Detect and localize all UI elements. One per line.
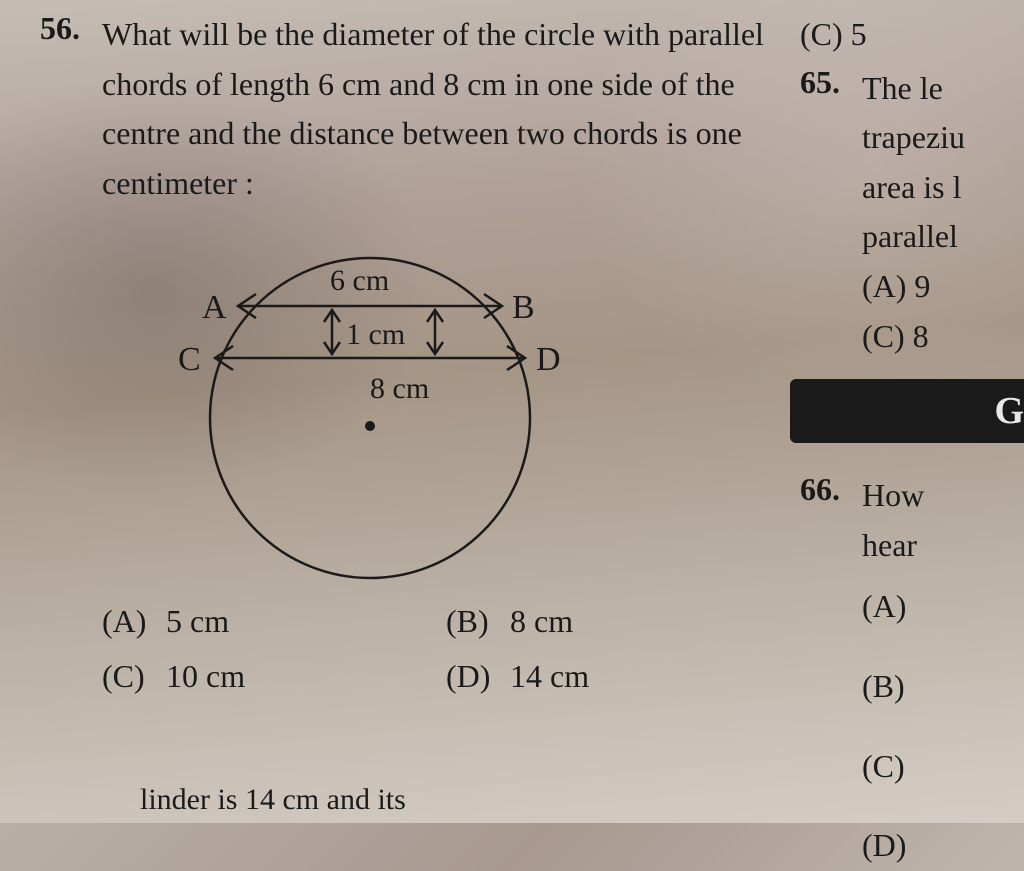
text-line: The le — [862, 64, 943, 114]
option-a-partial: (A) 9 — [862, 262, 1024, 312]
question-text: What will be the diameter of the circle … — [102, 10, 770, 208]
main-question-column: 56. What will be the diameter of the cir… — [40, 10, 770, 695]
question-number: 56. — [40, 10, 102, 47]
question-number: 65. — [800, 64, 862, 101]
option-text: 8 cm — [510, 603, 573, 640]
question-56: 56. What will be the diameter of the cir… — [40, 10, 770, 208]
point-c: C — [178, 341, 201, 378]
option-text: 5 — [851, 16, 867, 52]
option-letter: (D) — [446, 658, 500, 695]
section-tab: G — [790, 379, 1024, 443]
stray-option-c: (C) 5 — [800, 10, 1024, 60]
chord-cd-length: 8 cm — [370, 372, 429, 405]
circle-diagram: 6 cm 1 cm 8 cm A B C D — [160, 228, 580, 588]
text-line: area is l — [862, 163, 1024, 213]
gap-length: 1 cm — [346, 318, 405, 351]
chord-ab-length: 6 cm — [330, 264, 389, 297]
option-c-partial: (C) — [862, 742, 1024, 792]
option-letter: (C) — [800, 16, 843, 52]
text-line: How — [862, 471, 924, 521]
option-b: (B) 8 cm — [446, 603, 770, 640]
question-66: 66. How — [800, 471, 1024, 521]
point-d: D — [536, 341, 561, 378]
option-c-partial: (C) 8 — [862, 312, 1024, 362]
option-d: (D) 14 cm — [446, 658, 770, 695]
question-text-fragment: The le — [862, 64, 943, 114]
option-d-partial: (D) — [862, 821, 1024, 871]
diagram-svg: 6 cm 1 cm 8 cm A B C D — [160, 228, 580, 588]
option-c: (C) 10 cm — [102, 658, 426, 695]
text-line: trapeziu — [862, 113, 1024, 163]
option-b-partial: (B) — [862, 662, 1024, 712]
question-number: 66. — [800, 471, 862, 508]
option-letter: (B) — [446, 603, 500, 640]
center-dot — [365, 421, 375, 431]
tab-letter: G — [994, 390, 1024, 432]
point-b: B — [512, 289, 535, 326]
option-a: (A) 5 cm — [102, 603, 426, 640]
bottom-cutoff-text: linder is 14 cm and its — [140, 783, 406, 817]
point-a: A — [202, 289, 227, 326]
answer-options: (A) 5 cm (B) 8 cm (C) 10 cm (D) 14 cm — [102, 603, 770, 695]
option-a-partial: (A) — [862, 582, 1024, 632]
option-letter: (A) — [102, 603, 156, 640]
question-65: 65. The le — [800, 64, 1024, 114]
text-line: parallel — [862, 212, 1024, 262]
text-line: hear — [862, 521, 1024, 571]
option-letter: (C) — [102, 658, 156, 695]
adjacent-column: (C) 5 65. The le trapeziu area is l para… — [800, 10, 1024, 871]
option-text: 10 cm — [166, 658, 245, 695]
option-text: 14 cm — [510, 658, 589, 695]
option-text: 5 cm — [166, 603, 229, 640]
